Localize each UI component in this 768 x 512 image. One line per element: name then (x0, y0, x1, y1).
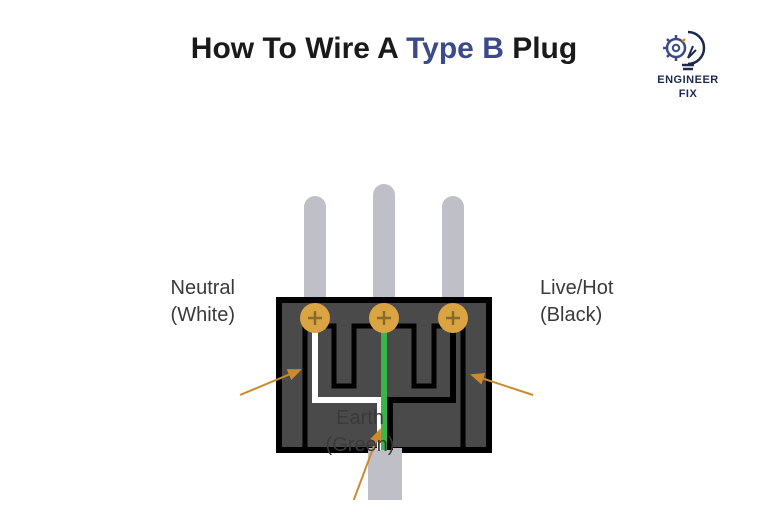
label-neutral: Neutral (White) (115, 275, 235, 329)
brand-logo: ENGINEER FIX (648, 28, 728, 100)
prongs (304, 184, 464, 308)
label-neutral-line1: Neutral (115, 275, 235, 302)
label-earth-line1: Earth (300, 405, 420, 432)
label-live-line1: Live/Hot (540, 275, 660, 302)
label-earth-line2: (Green) (300, 432, 420, 459)
prong-earth (373, 184, 395, 308)
logo-text-line1: ENGINEER (648, 74, 728, 86)
logo-text-line2: FIX (648, 88, 728, 100)
label-live: Live/Hot (Black) (540, 275, 660, 329)
bulb-gear-icon (660, 28, 716, 72)
terminal-live (438, 303, 468, 333)
label-live-line2: (Black) (540, 302, 660, 329)
label-earth: Earth (Green) (300, 405, 420, 459)
terminal-earth (369, 303, 399, 333)
terminals (300, 303, 468, 333)
label-neutral-line2: (White) (115, 302, 235, 329)
prong-live (442, 196, 464, 308)
prong-neutral (304, 196, 326, 308)
title-suffix: Plug (504, 32, 577, 65)
title-accent: Type B (406, 32, 504, 65)
terminal-neutral (300, 303, 330, 333)
title-prefix: How To Wire A (191, 32, 406, 65)
